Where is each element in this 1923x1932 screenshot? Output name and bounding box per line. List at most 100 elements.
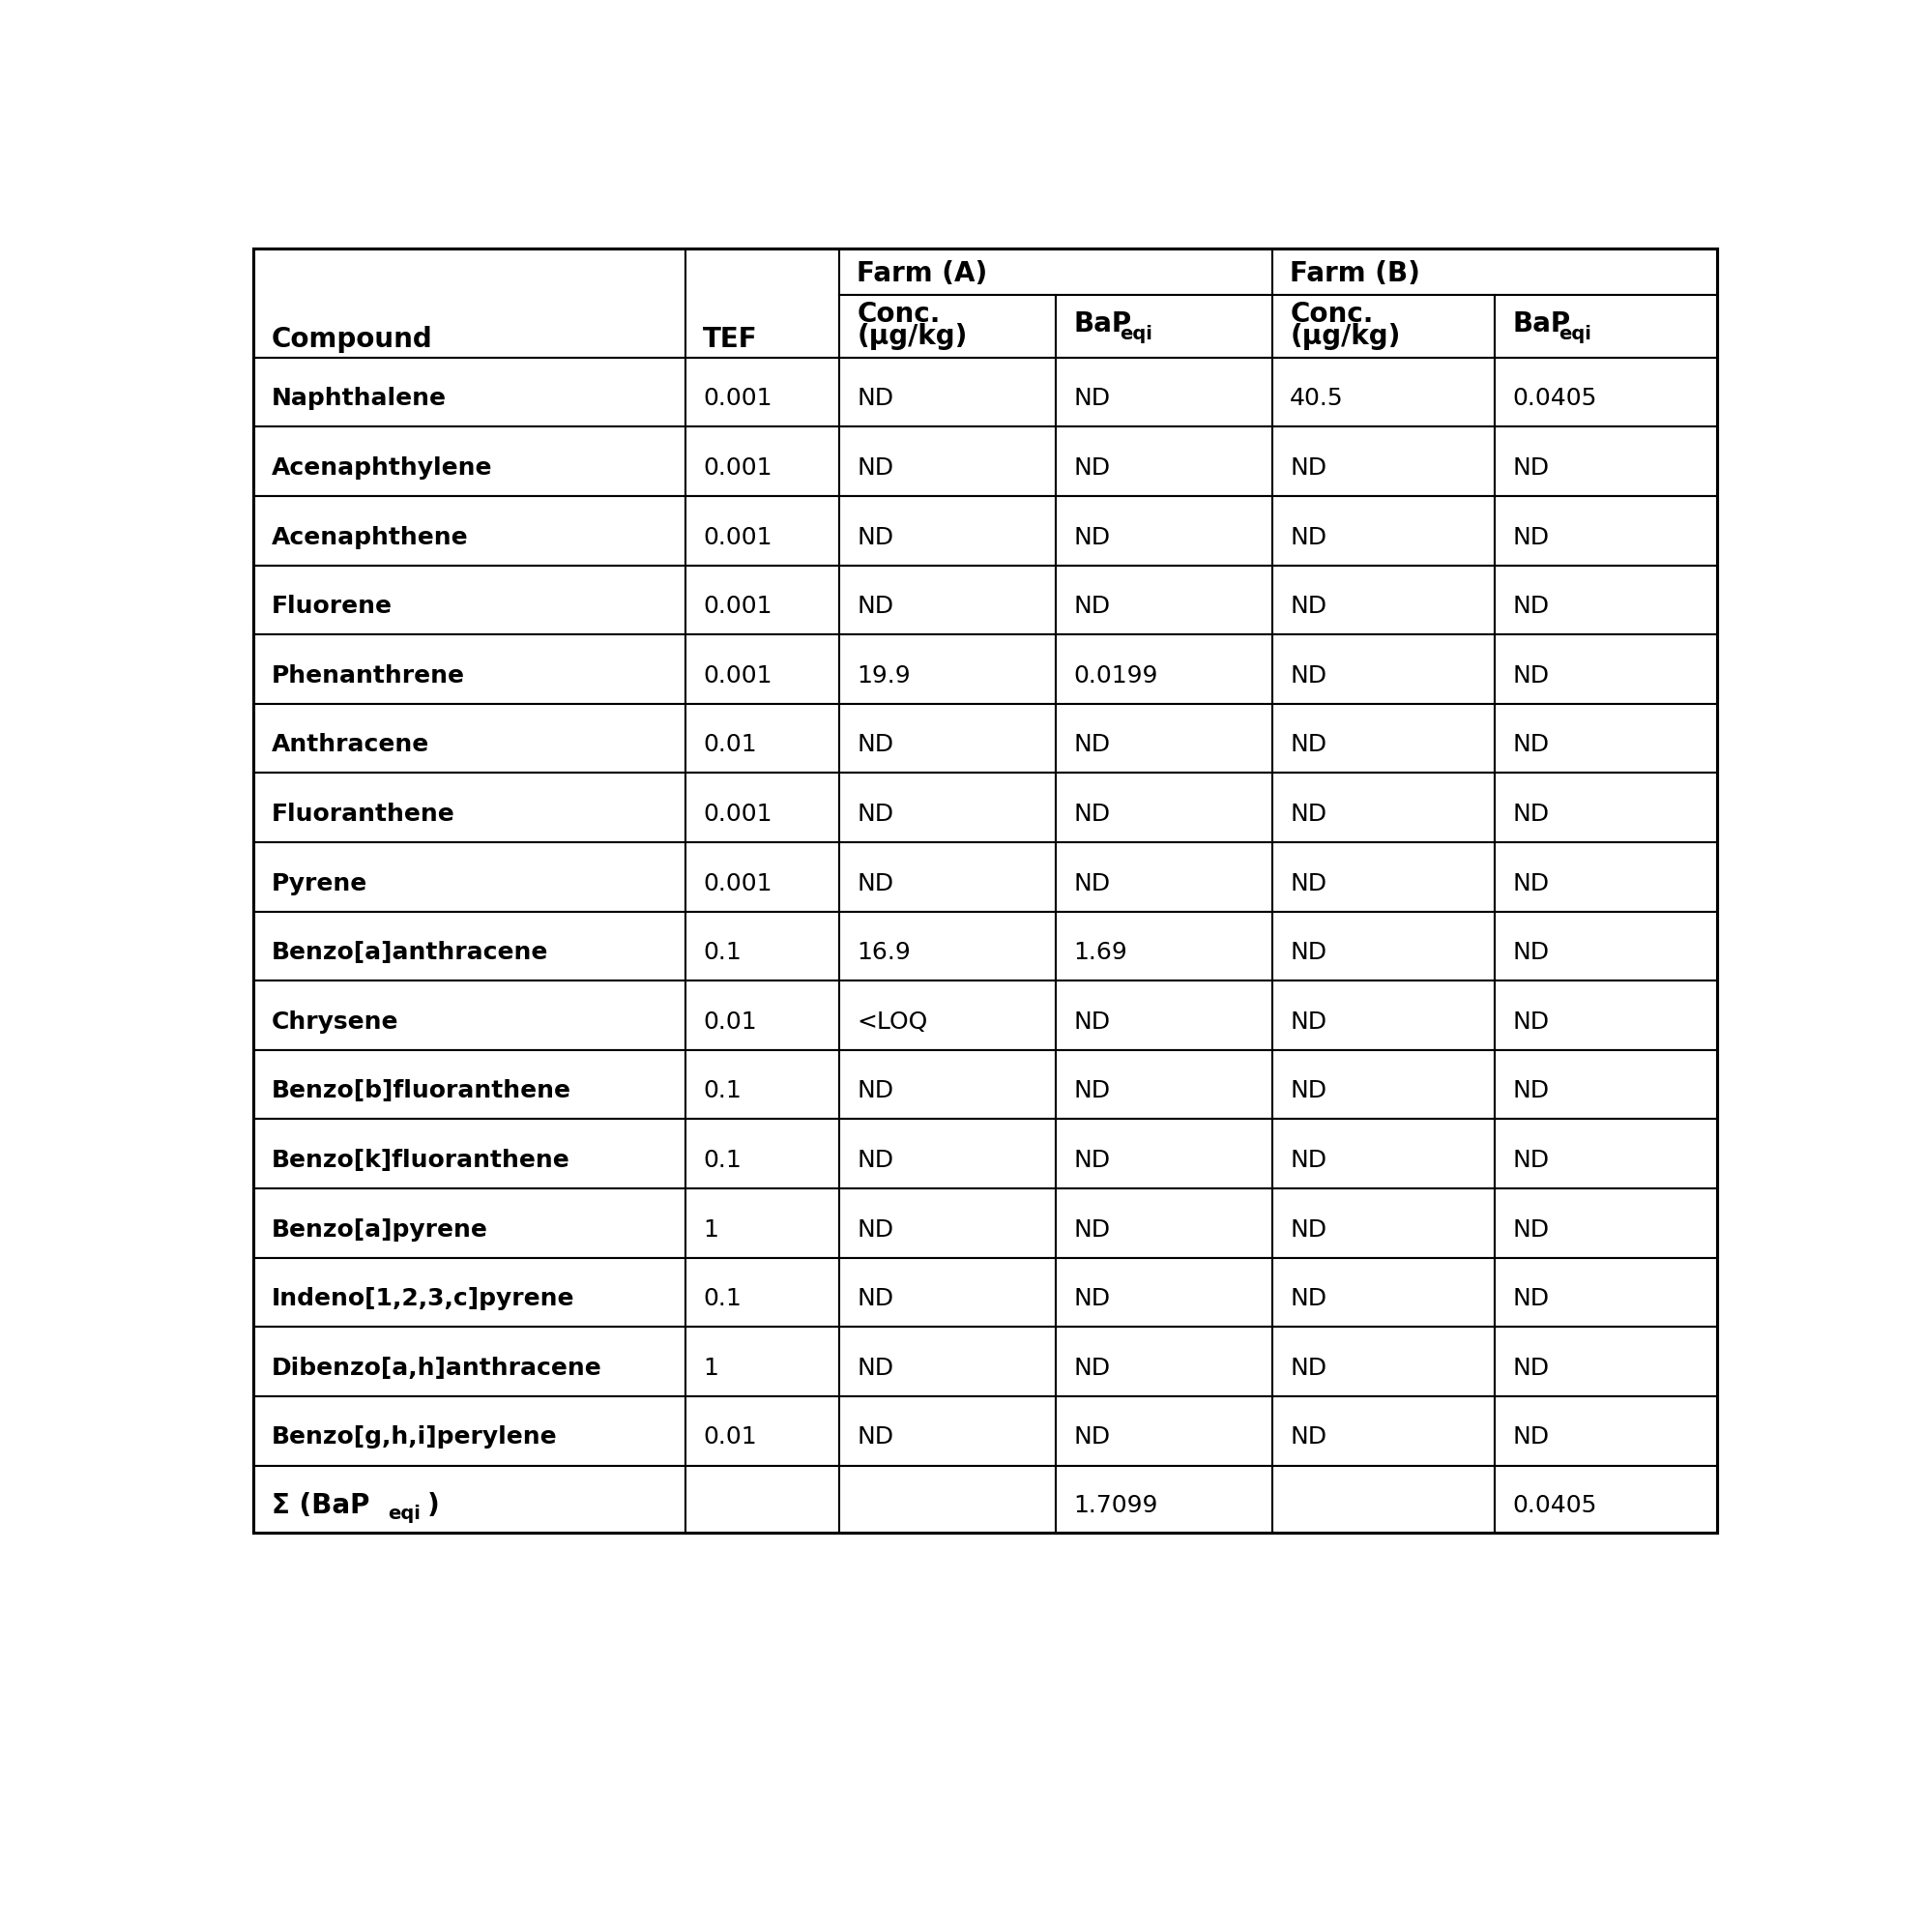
Bar <box>687 427 838 497</box>
Bar <box>254 1188 687 1258</box>
Text: 1.69: 1.69 <box>1073 941 1127 964</box>
Text: Benzo[g,h,i]perylene: Benzo[g,h,i]perylene <box>271 1426 558 1449</box>
Bar <box>1494 427 1717 497</box>
Bar <box>254 357 687 427</box>
Text: ND: ND <box>1073 526 1110 549</box>
Bar <box>1273 566 1494 636</box>
Bar <box>687 705 838 773</box>
Text: ND: ND <box>1511 871 1550 895</box>
Text: eqi: eqi <box>388 1505 421 1522</box>
Text: TEF: TEF <box>704 327 758 354</box>
Text: ND: ND <box>1511 1010 1550 1034</box>
Bar <box>254 636 687 705</box>
Text: ND: ND <box>858 1356 894 1379</box>
Text: 0.0199: 0.0199 <box>1073 665 1158 688</box>
Bar <box>838 1466 1056 1532</box>
Text: ND: ND <box>1290 1356 1327 1379</box>
Text: ND: ND <box>1511 1078 1550 1101</box>
Text: ND: ND <box>1073 1078 1110 1101</box>
Bar <box>1056 1051 1273 1121</box>
Bar <box>1273 1258 1494 1327</box>
Bar <box>254 1121 687 1188</box>
Bar <box>1056 566 1273 636</box>
Text: Dibenzo[a,h]anthracene: Dibenzo[a,h]anthracene <box>271 1356 602 1379</box>
Text: 0.001: 0.001 <box>704 595 773 618</box>
Text: ND: ND <box>1290 941 1327 964</box>
Text: ND: ND <box>1073 1356 1110 1379</box>
Text: 0.01: 0.01 <box>704 1010 758 1034</box>
Bar <box>1056 705 1273 773</box>
Bar <box>1494 842 1717 912</box>
Text: Σ (BaP: Σ (BaP <box>271 1492 369 1519</box>
Text: BaP: BaP <box>1073 311 1131 338</box>
Text: ND: ND <box>1290 526 1327 549</box>
Text: ND: ND <box>1073 1217 1110 1240</box>
Text: ND: ND <box>1290 1287 1327 1310</box>
Bar <box>1494 497 1717 566</box>
Text: 0.1: 0.1 <box>704 941 742 964</box>
Text: 0.1: 0.1 <box>704 1287 742 1310</box>
Text: 0.1: 0.1 <box>704 1148 742 1171</box>
Bar <box>1273 497 1494 566</box>
Text: ND: ND <box>1290 665 1327 688</box>
Text: ND: ND <box>858 386 894 410</box>
Text: 0.01: 0.01 <box>704 732 758 755</box>
Bar <box>254 427 687 497</box>
Bar <box>254 773 687 842</box>
Text: 0.001: 0.001 <box>704 526 773 549</box>
Text: 0.001: 0.001 <box>704 386 773 410</box>
Bar <box>687 981 838 1051</box>
Text: <LOQ: <LOQ <box>858 1010 927 1034</box>
Bar <box>1273 296 1494 357</box>
Bar <box>1056 1327 1273 1397</box>
Bar <box>254 1051 687 1121</box>
Text: Fluorene: Fluorene <box>271 595 392 618</box>
Bar <box>254 912 687 981</box>
Bar <box>687 251 838 357</box>
Bar <box>687 773 838 842</box>
Text: ND: ND <box>1511 1148 1550 1171</box>
Text: ND: ND <box>1511 1287 1550 1310</box>
Text: 1: 1 <box>704 1217 719 1240</box>
Text: ND: ND <box>858 526 894 549</box>
Bar <box>1494 296 1717 357</box>
Bar <box>1494 1258 1717 1327</box>
Text: 0.001: 0.001 <box>704 665 773 688</box>
Bar <box>687 1121 838 1188</box>
Text: ND: ND <box>1290 595 1327 618</box>
Text: 0.0405: 0.0405 <box>1511 386 1596 410</box>
Bar <box>838 981 1056 1051</box>
Bar <box>1056 497 1273 566</box>
Bar <box>1273 1121 1494 1188</box>
Text: ND: ND <box>1511 1426 1550 1449</box>
Text: ND: ND <box>1073 595 1110 618</box>
Bar <box>838 497 1056 566</box>
Text: Compound: Compound <box>271 327 433 354</box>
Text: ND: ND <box>1290 802 1327 825</box>
Bar <box>838 1188 1056 1258</box>
Text: ND: ND <box>1073 1148 1110 1171</box>
Text: ND: ND <box>858 871 894 895</box>
Bar <box>254 705 687 773</box>
Bar <box>1056 1121 1273 1188</box>
Text: ND: ND <box>1073 386 1110 410</box>
Bar <box>687 842 838 912</box>
Text: ND: ND <box>1511 456 1550 479</box>
Bar <box>1056 842 1273 912</box>
Bar <box>1056 427 1273 497</box>
Text: ND: ND <box>1073 456 1110 479</box>
Text: Farm (B): Farm (B) <box>1290 259 1421 286</box>
Text: Benzo[k]fluoranthene: Benzo[k]fluoranthene <box>271 1148 569 1171</box>
Text: 0.0405: 0.0405 <box>1511 1493 1596 1517</box>
Bar <box>254 1466 687 1532</box>
Bar <box>687 1051 838 1121</box>
Bar <box>687 566 838 636</box>
Bar <box>1273 427 1494 497</box>
Bar <box>1494 912 1717 981</box>
Text: ND: ND <box>1290 732 1327 755</box>
Bar <box>1494 981 1717 1051</box>
Bar <box>254 1397 687 1466</box>
Bar <box>838 1258 1056 1327</box>
Text: Chrysene: Chrysene <box>271 1010 398 1034</box>
Text: 0.001: 0.001 <box>704 802 773 825</box>
